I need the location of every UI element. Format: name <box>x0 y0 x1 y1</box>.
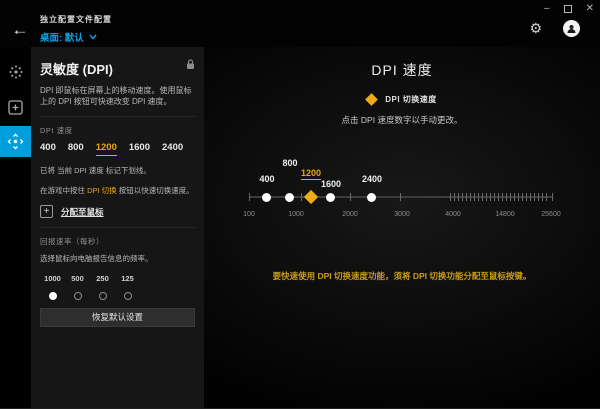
polling-value-label: 500 <box>71 274 84 283</box>
dpi-shift-legend: DPI 切换速度 <box>204 93 600 106</box>
main-panel-title: DPI 速度 <box>371 62 433 78</box>
sidebar-item-add[interactable] <box>0 92 31 122</box>
divider <box>40 227 195 228</box>
maximize-button[interactable] <box>563 5 572 13</box>
slider-label-1600[interactable]: 1600 <box>320 179 342 189</box>
user-avatar[interactable] <box>563 20 580 37</box>
restore-defaults-button[interactable]: 恢复默认设置 <box>40 308 195 327</box>
assign-to-mouse-button[interactable]: + 分配至鼠标 <box>40 205 195 218</box>
polling-option-125: 125 <box>115 274 140 300</box>
dpi-value-list: 400 800 1200 1600 2400 <box>40 142 195 156</box>
dpi-value-1600[interactable]: 1600 <box>128 142 150 153</box>
panel-title: 灵敏度 (DPI) <box>40 62 113 77</box>
lock-icon <box>187 59 194 69</box>
slider-label-800[interactable]: 800 <box>282 158 298 168</box>
panel-description: DPI 即鼠标在屏幕上的移动速度。使用鼠标上的 DPI 按钮可快速改变 DPI … <box>40 86 192 106</box>
scale-label-25600: 25600 <box>541 211 561 218</box>
person-icon <box>567 25 576 33</box>
header-title-block: 独立配置文件配置 桌面: 默认 <box>40 14 112 44</box>
track-tick <box>350 193 351 201</box>
dpi-value-400[interactable]: 400 <box>40 142 56 153</box>
radio-250[interactable] <box>98 292 107 300</box>
polling-option-500: 500 <box>65 274 90 300</box>
slider-label-400[interactable]: 400 <box>259 174 275 184</box>
assign-plus-icon: + <box>40 205 53 218</box>
chevron-down-icon <box>89 34 97 40</box>
slider-handle-1600[interactable] <box>326 193 335 202</box>
slider-handle-2400[interactable] <box>367 193 376 202</box>
radio-1000[interactable] <box>48 292 57 300</box>
dpi-shift-warning-text: 要快速使用 DPI 切换速度功能，须将 DPI 切换功能分配至鼠标按键。 <box>272 271 532 281</box>
lighting-icon <box>9 65 22 79</box>
track-end-tick <box>249 193 250 201</box>
shift-note-post: 按钮以快速切换速度。 <box>116 186 194 195</box>
scale-label-100: 100 <box>243 211 255 218</box>
slider-handle-400[interactable] <box>262 193 271 202</box>
polling-value-label: 1000 <box>44 274 61 283</box>
dpi-sensitivity-icon <box>7 133 24 150</box>
dpi-value-800[interactable]: 800 <box>67 142 84 153</box>
settings-gear-icon[interactable]: ⚙ <box>529 20 542 36</box>
close-button[interactable]: ✕ <box>585 3 594 14</box>
slider-label-1200-active[interactable]: 1200 <box>300 168 322 180</box>
profile-label: 桌面: 默认 <box>40 33 84 44</box>
dpi-value-1200-active[interactable]: 1200 <box>95 142 117 156</box>
title-bar: ← 独立配置文件配置 桌面: 默认 – ✕ ⚙ <box>0 0 600 47</box>
sidebar-item-sensitivity-dpi[interactable] <box>0 126 31 157</box>
sidebar-item-lighting[interactable] <box>0 57 31 87</box>
polling-option-1000: 1000 <box>40 274 65 300</box>
slider-shift-diamond-1200[interactable] <box>303 189 319 205</box>
shift-note-pre: 在游戏中按住 <box>40 186 88 195</box>
dpi-main-panel: DPI 速度 DPI 切换速度 点击 DPI 速度数字以手动更改。 400 80… <box>204 47 600 408</box>
track-tick <box>301 193 302 201</box>
scale-label-3000: 3000 <box>394 211 410 218</box>
diamond-icon <box>365 93 379 106</box>
minimize-button[interactable]: – <box>544 3 550 14</box>
slider-label-2400[interactable]: 2400 <box>361 174 383 184</box>
scale-label-4000: 4000 <box>445 211 461 218</box>
track-dense-ticks <box>450 193 550 201</box>
back-button[interactable]: ← <box>11 20 29 39</box>
radio-125[interactable] <box>123 292 132 300</box>
left-icon-rail <box>0 47 31 408</box>
scale-label-2000: 2000 <box>342 211 358 218</box>
polling-rate-description: 选择鼠标向电脑报告信息的频率。 <box>40 254 153 263</box>
polling-rate-options: 1000 500 250 125 <box>40 274 195 300</box>
legend-label: DPI 切换速度 <box>385 95 437 104</box>
scale-label-14800: 14800 <box>495 211 515 218</box>
dpi-value-2400[interactable]: 2400 <box>162 142 184 153</box>
plus-square-icon <box>8 99 23 115</box>
slider-track[interactable] <box>249 196 553 198</box>
profile-selector[interactable]: 桌面: 默认 <box>40 30 112 44</box>
polling-rate-label: 回报速率（每秒） <box>40 237 104 246</box>
window-controls: – ✕ <box>544 2 594 16</box>
sensitivity-settings-panel: 灵敏度 (DPI) DPI 即鼠标在屏幕上的移动速度。使用鼠标上的 DPI 按钮… <box>31 47 204 408</box>
scale-label-1000: 1000 <box>288 211 304 218</box>
track-end-tick <box>552 193 553 201</box>
page-title: 独立配置文件配置 <box>40 15 112 24</box>
track-tick <box>400 193 401 201</box>
edit-hint-text: 点击 DPI 速度数字以手动更改。 <box>341 115 463 125</box>
polling-value-label: 250 <box>96 274 109 283</box>
shift-note-highlight: DPI 切换 <box>87 186 117 195</box>
dpi-shift-note: 在游戏中按住 DPI 切换 按钮以快速切换速度。 <box>40 186 195 196</box>
slider-handle-800[interactable] <box>285 193 294 202</box>
polling-option-250: 250 <box>90 274 115 300</box>
polling-value-label: 125 <box>121 274 134 283</box>
divider <box>40 116 195 117</box>
dpi-slider: 400 800 1200 1600 2400 100 1000 2000 300… <box>243 150 561 225</box>
dpi-speed-label: DPI 速度 <box>40 126 73 135</box>
assign-link-label: 分配至鼠标 <box>61 206 104 217</box>
underline-note: 已将 当前 DPI 速度 标记下划线。 <box>40 166 151 175</box>
radio-500[interactable] <box>73 292 82 300</box>
